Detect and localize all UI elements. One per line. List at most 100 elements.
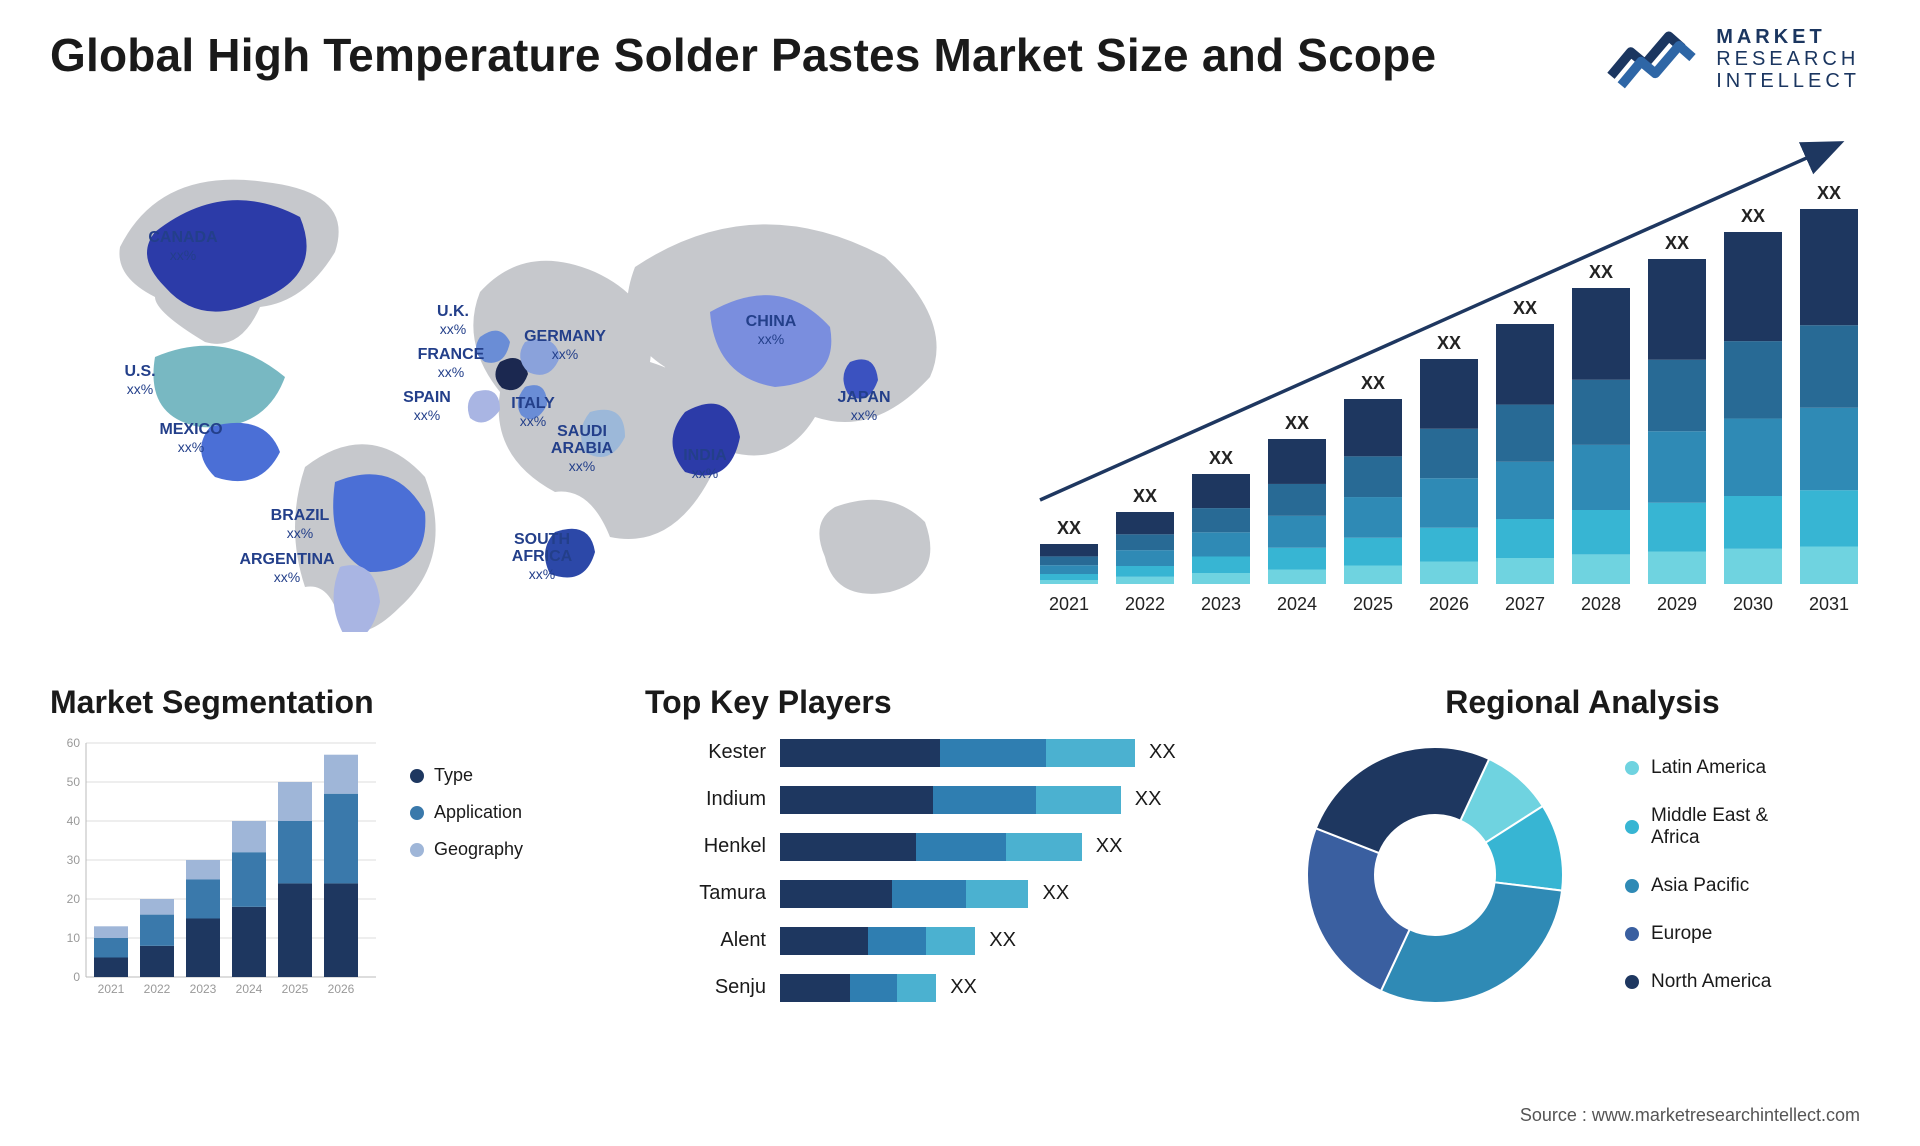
player-bar xyxy=(780,927,975,955)
svg-text:XX: XX xyxy=(1209,448,1233,468)
logo-text-2: RESEARCH xyxy=(1716,48,1860,70)
player-row: Tamura XX xyxy=(645,876,1255,911)
player-name: Indium xyxy=(645,788,780,811)
map-label-uk: U.K.xx% xyxy=(398,304,508,336)
svg-text:0: 0 xyxy=(73,970,80,984)
player-name: Alent xyxy=(645,929,780,952)
player-name: Kester xyxy=(645,741,780,764)
svg-text:XX: XX xyxy=(1589,262,1613,282)
players-list: KesterXXIndiumXXHenkelXXTamuraXXAlentXXS… xyxy=(645,735,1255,1005)
player-row: Henkel XX xyxy=(645,829,1255,864)
seg-legend-item: Application xyxy=(410,802,523,823)
player-bar xyxy=(780,786,1121,814)
player-value: XX xyxy=(1096,835,1123,858)
player-row: Kester XX xyxy=(645,735,1255,770)
player-value: XX xyxy=(1042,882,1069,905)
regional-legend: Latin America Middle East & Africa Asia Pa… xyxy=(1625,757,1771,993)
player-bar xyxy=(780,974,936,1002)
seg-legend-item: Geography xyxy=(410,839,523,860)
svg-text:30: 30 xyxy=(67,853,81,867)
svg-text:60: 60 xyxy=(67,736,81,750)
regional-donut xyxy=(1295,735,1575,1015)
main-bar-chart: XX2021XX2022XX2023XX2024XX2025XX2026XX20… xyxy=(1010,104,1870,644)
map-label-mexico: MEXICOxx% xyxy=(136,422,246,454)
regional-title: Regional Analysis xyxy=(1295,684,1870,721)
player-value: XX xyxy=(1135,788,1162,811)
svg-text:XX: XX xyxy=(1437,333,1461,353)
legend-dot-icon xyxy=(410,806,424,820)
player-value: XX xyxy=(950,976,977,999)
regional-legend-item: Europe xyxy=(1625,923,1771,945)
legend-dot-icon xyxy=(1625,820,1639,834)
svg-text:20: 20 xyxy=(67,892,81,906)
player-name: Senju xyxy=(645,976,780,999)
segmentation-title: Market Segmentation xyxy=(50,684,605,721)
svg-text:2021: 2021 xyxy=(98,982,125,996)
map-label-brazil: BRAZILxx% xyxy=(245,508,355,540)
svg-text:50: 50 xyxy=(67,775,81,789)
map-label-saudi: SAUDIARABIAxx% xyxy=(527,424,637,473)
svg-text:XX: XX xyxy=(1665,233,1689,253)
player-row: Indium XX xyxy=(645,782,1255,817)
regional-panel: Regional Analysis Latin America Middle Ea… xyxy=(1295,684,1870,1017)
svg-text:XX: XX xyxy=(1361,373,1385,393)
svg-text:2026: 2026 xyxy=(1429,594,1469,614)
player-name: Henkel xyxy=(645,835,780,858)
map-label-canada: CANADAxx% xyxy=(128,230,238,262)
player-value: XX xyxy=(1149,741,1176,764)
legend-dot-icon xyxy=(1625,761,1639,775)
logo: MARKET RESEARCH INTELLECT xyxy=(1607,20,1860,97)
svg-text:XX: XX xyxy=(1133,486,1157,506)
svg-text:2027: 2027 xyxy=(1505,594,1545,614)
player-bar xyxy=(780,739,1135,767)
svg-text:XX: XX xyxy=(1285,413,1309,433)
map-label-us: U.S.xx% xyxy=(85,364,195,396)
svg-text:2025: 2025 xyxy=(282,982,309,996)
map-label-spain: SPAINxx% xyxy=(372,390,482,422)
logo-text-3: INTELLECT xyxy=(1716,70,1860,92)
svg-text:2024: 2024 xyxy=(1277,594,1317,614)
svg-text:2023: 2023 xyxy=(1201,594,1241,614)
main-bar-svg: XX2021XX2022XX2023XX2024XX2025XX2026XX20… xyxy=(1010,104,1870,634)
svg-text:XX: XX xyxy=(1741,206,1765,226)
svg-text:2022: 2022 xyxy=(144,982,171,996)
regional-legend-item: Asia Pacific xyxy=(1625,875,1771,897)
map-label-japan: JAPANxx% xyxy=(809,390,919,422)
segmentation-panel: Market Segmentation 01020304050602021202… xyxy=(50,684,605,1017)
map-label-china: CHINAxx% xyxy=(716,314,826,346)
svg-text:XX: XX xyxy=(1817,183,1841,203)
svg-text:XX: XX xyxy=(1513,298,1537,318)
player-bar xyxy=(780,880,1028,908)
segmentation-chart: 0102030405060202120222023202420252026 xyxy=(50,735,380,1005)
svg-text:2028: 2028 xyxy=(1581,594,1621,614)
world-map: CANADAxx% U.S.xx% MEXICOxx% BRAZILxx% ARGENT… xyxy=(50,104,970,634)
segmentation-legend: Type Application Geography xyxy=(410,765,523,860)
svg-text:2024: 2024 xyxy=(236,982,263,996)
player-row: Alent XX xyxy=(645,923,1255,958)
legend-dot-icon xyxy=(1625,975,1639,989)
player-name: Tamura xyxy=(645,882,780,905)
map-label-south_africa: SOUTHAFRICAxx% xyxy=(487,532,597,581)
player-value: XX xyxy=(989,929,1016,952)
seg-legend-item: Type xyxy=(410,765,523,786)
legend-dot-icon xyxy=(410,769,424,783)
svg-text:40: 40 xyxy=(67,814,81,828)
regional-legend-item: Middle East & Africa xyxy=(1625,805,1771,849)
svg-text:2025: 2025 xyxy=(1353,594,1393,614)
svg-text:XX: XX xyxy=(1057,518,1081,538)
svg-text:2026: 2026 xyxy=(328,982,355,996)
logo-text-1: MARKET xyxy=(1716,26,1860,48)
svg-text:2022: 2022 xyxy=(1125,594,1165,614)
logo-mark-icon xyxy=(1607,20,1702,97)
regional-legend-item: Latin America xyxy=(1625,757,1771,779)
players-title: Top Key Players xyxy=(645,684,1255,721)
legend-dot-icon xyxy=(410,843,424,857)
regional-legend-item: North America xyxy=(1625,971,1771,993)
map-label-france: FRANCExx% xyxy=(396,347,506,379)
legend-dot-icon xyxy=(1625,927,1639,941)
player-bar xyxy=(780,833,1082,861)
svg-text:2031: 2031 xyxy=(1809,594,1849,614)
player-row: Senju XX xyxy=(645,970,1255,1005)
map-label-india: INDIAxx% xyxy=(650,448,760,480)
map-label-argentina: ARGENTINAxx% xyxy=(232,552,342,584)
